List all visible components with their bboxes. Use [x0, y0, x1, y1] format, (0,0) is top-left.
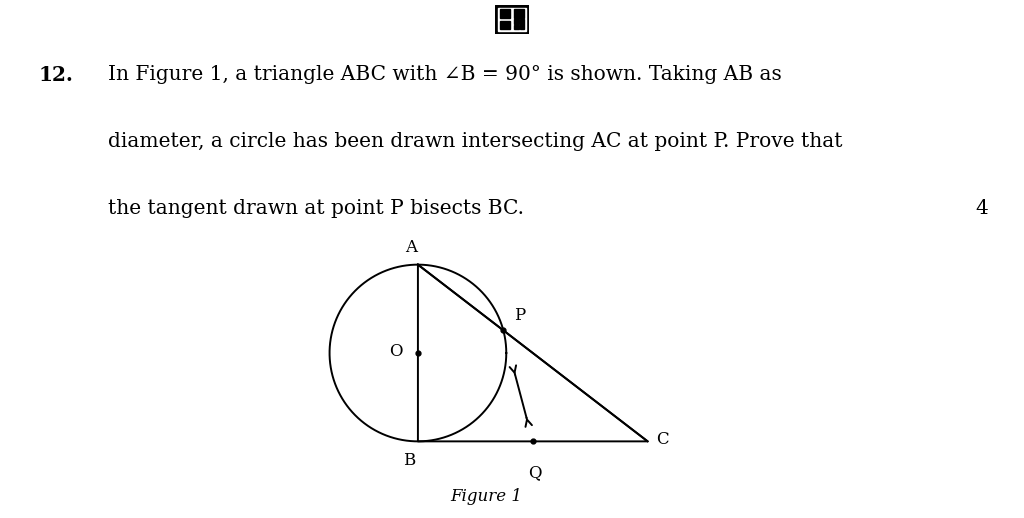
Bar: [519, 19, 524, 30]
Bar: [498, 8, 526, 31]
Text: 12.: 12.: [39, 65, 74, 85]
Bar: [514, 9, 524, 18]
Text: B: B: [403, 452, 415, 469]
Text: Q: Q: [527, 464, 542, 481]
Text: the tangent drawn at point P bisects BC.: the tangent drawn at point P bisects BC.: [108, 199, 523, 219]
Text: A: A: [404, 239, 417, 256]
Text: O: O: [389, 343, 402, 359]
Text: diameter, a circle has been drawn intersecting AC at point P. Prove that: diameter, a circle has been drawn inters…: [108, 132, 842, 151]
Bar: [514, 25, 519, 30]
Bar: [514, 19, 519, 24]
Bar: [500, 9, 510, 18]
Text: In Figure 1, a triangle ABC with ∠B = 90° is shown. Taking AB as: In Figure 1, a triangle ABC with ∠B = 90…: [108, 65, 781, 84]
Text: 4: 4: [976, 199, 988, 219]
Text: C: C: [656, 431, 669, 448]
Text: Figure 1: Figure 1: [451, 488, 522, 505]
Bar: [500, 21, 510, 30]
Text: P: P: [514, 307, 525, 324]
